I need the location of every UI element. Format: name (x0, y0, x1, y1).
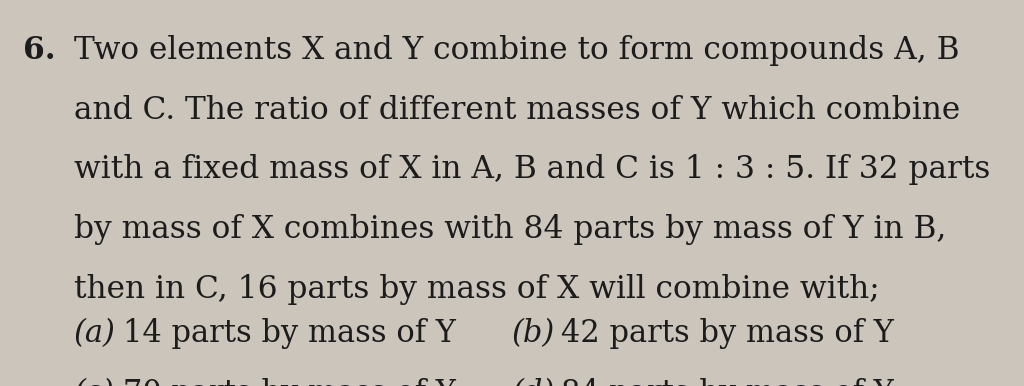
Text: (c): (c) (74, 378, 115, 386)
Text: 6.: 6. (23, 35, 55, 66)
Text: (d): (d) (512, 378, 555, 386)
Text: 84 parts by mass of Y: 84 parts by mass of Y (561, 378, 894, 386)
Text: by mass of X combines with 84 parts by mass of Y in B,: by mass of X combines with 84 parts by m… (74, 214, 946, 245)
Text: with a fixed mass of X in A, B and C is 1 : 3 : 5. If 32 parts: with a fixed mass of X in A, B and C is … (74, 154, 990, 185)
Text: 70 parts by mass of Y: 70 parts by mass of Y (123, 378, 456, 386)
Text: then in C, 16 parts by mass of X will combine with;: then in C, 16 parts by mass of X will co… (74, 274, 880, 305)
Text: (a): (a) (74, 318, 116, 349)
Text: 42 parts by mass of Y: 42 parts by mass of Y (561, 318, 894, 349)
Text: and C. The ratio of different masses of Y which combine: and C. The ratio of different masses of … (74, 95, 959, 125)
Text: (b): (b) (512, 318, 555, 349)
Text: 14 parts by mass of Y: 14 parts by mass of Y (123, 318, 456, 349)
Text: Two elements X and Y combine to form compounds A, B: Two elements X and Y combine to form com… (74, 35, 959, 66)
